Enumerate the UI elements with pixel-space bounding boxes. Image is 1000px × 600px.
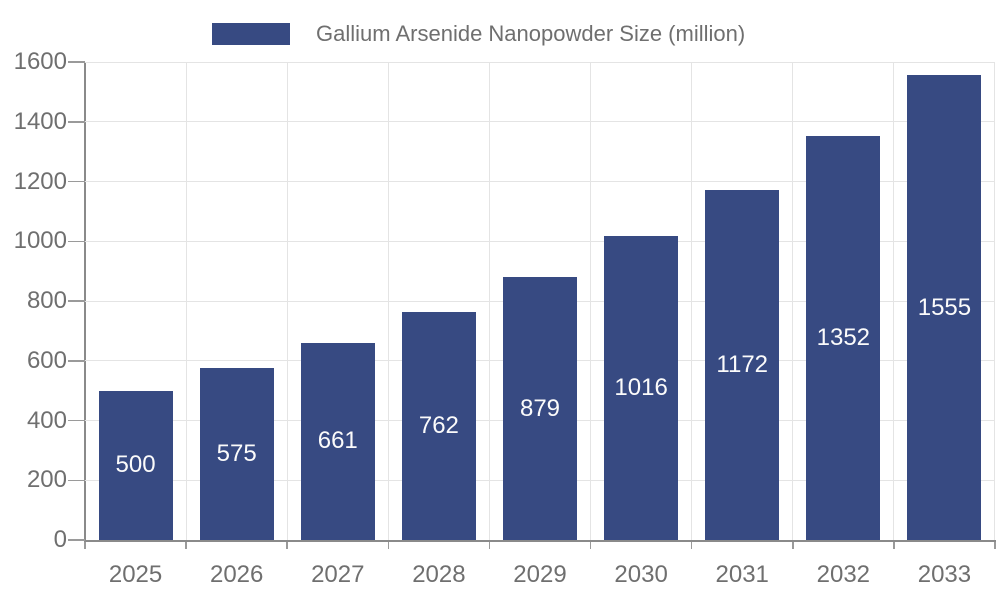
bar-value-label-2025: 500 <box>115 451 156 479</box>
x-axis-label-2026: 2026 <box>209 561 264 588</box>
x-tick-1 <box>185 542 187 549</box>
legend-label: Gallium Arsenide Nanopowder Size (millio… <box>316 21 746 46</box>
bar-value-label-2027: 661 <box>317 427 358 455</box>
bar-2026[interactable]: 575 <box>199 368 274 540</box>
y-tick-1200 <box>68 180 85 183</box>
legend-swatch <box>212 23 290 45</box>
x-axis-label-2032: 2032 <box>816 561 871 588</box>
bar-value-label-2028: 762 <box>418 412 459 440</box>
x-tick-0 <box>84 542 86 549</box>
y-axis-label-400: 400 <box>26 406 67 434</box>
x-gridline-3 <box>387 62 389 540</box>
y-gridline-1200 <box>85 181 995 182</box>
bar-value-label-2029: 879 <box>519 394 561 422</box>
bar-2027[interactable]: 661 <box>300 342 375 540</box>
x-axis-label-2031: 2031 <box>715 561 769 588</box>
x-tick-3 <box>387 542 390 549</box>
x-gridline-2 <box>286 62 288 540</box>
bar-value-label-2033: 1555 <box>917 293 972 321</box>
y-gridline-1000 <box>85 240 995 242</box>
y-axis-label-1200: 1200 <box>13 167 67 195</box>
bar-2025[interactable]: 500 <box>98 390 173 540</box>
y-axis-label-800: 800 <box>26 287 67 314</box>
bar-value-label-2026: 575 <box>216 440 257 468</box>
y-gridline-1400 <box>85 121 995 123</box>
plot-area: 500 575 661 762 879 1016 1172 1352 1555 <box>85 61 995 540</box>
bar-2029[interactable]: 879 <box>503 277 577 540</box>
x-gridline-5 <box>590 62 592 540</box>
bar-2033[interactable]: 1555 <box>907 75 982 540</box>
y-axis-label-0: 0 <box>53 526 67 553</box>
y-tick-400 <box>68 419 85 422</box>
x-gridline-6 <box>691 62 693 540</box>
y-tick-1000 <box>68 240 85 242</box>
x-gridline-7 <box>792 62 794 540</box>
x-axis-label-2030: 2030 <box>614 561 668 588</box>
x-axis-label-2033: 2033 <box>917 561 972 588</box>
bar-value-label-2030: 1016 <box>614 374 668 402</box>
x-tick-4 <box>488 542 491 549</box>
x-tick-5 <box>589 542 592 549</box>
legend[interactable]: Gallium Arsenide Nanopowder Size (millio… <box>212 21 745 47</box>
y-axis-label-200: 200 <box>26 466 67 494</box>
x-gridline-1 <box>185 62 187 540</box>
x-axis-line <box>84 540 996 542</box>
x-tick-2 <box>286 542 288 549</box>
x-tick-9 <box>994 542 996 549</box>
y-axis-label-1000: 1000 <box>13 227 67 255</box>
bar-2030[interactable]: 1016 <box>604 236 679 540</box>
y-tick-1600 <box>68 61 85 63</box>
x-gridline-8 <box>893 62 895 540</box>
x-gridline-4 <box>488 62 490 540</box>
bar-value-label-2032: 1352 <box>816 324 871 352</box>
x-axis-label-2027: 2027 <box>311 561 365 588</box>
x-axis-label-2029: 2029 <box>513 561 567 588</box>
y-tick-0 <box>68 539 85 541</box>
y-axis-label-1400: 1400 <box>13 107 67 135</box>
y-tick-1400 <box>68 121 85 123</box>
y-tick-600 <box>68 360 85 362</box>
x-gridline-9 <box>994 62 995 540</box>
y-axis-label-600: 600 <box>26 346 67 374</box>
bar-2028[interactable]: 762 <box>401 312 476 540</box>
y-axis-label-1600: 1600 <box>13 48 67 75</box>
bar-2031[interactable]: 1172 <box>705 189 780 540</box>
x-tick-6 <box>690 542 693 549</box>
y-gridline-1600 <box>85 61 995 63</box>
y-tick-200 <box>68 479 85 481</box>
x-axis-label-2028: 2028 <box>412 561 466 588</box>
bar-value-label-2031: 1172 <box>716 350 769 378</box>
y-axis-line <box>84 62 86 541</box>
y-tick-800 <box>68 300 85 302</box>
x-tick-7 <box>792 542 794 549</box>
bar-2032[interactable]: 1352 <box>806 136 881 540</box>
x-axis-label-2025: 2025 <box>108 561 163 588</box>
x-tick-8 <box>893 542 895 549</box>
